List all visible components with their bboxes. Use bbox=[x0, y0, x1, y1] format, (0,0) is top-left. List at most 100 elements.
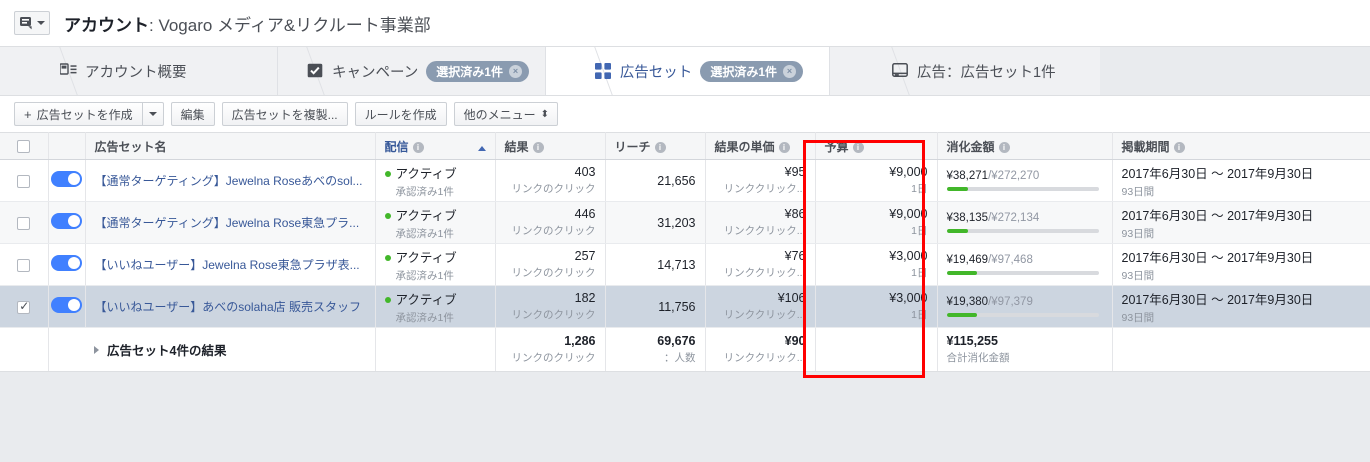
table-row[interactable]: 【いいねユーザー】Jewelna Rose東急プラザ表... アクティブ 承認済… bbox=[0, 243, 1370, 286]
toggle-header bbox=[48, 132, 86, 160]
table-row[interactable]: 【通常ターゲティング】Jewelna Roseあべのsol... アクティブ 承… bbox=[0, 159, 1370, 202]
col-header-results[interactable]: 結果 i bbox=[495, 132, 606, 160]
delivery-sub: 承認済み1件 bbox=[395, 269, 454, 282]
tab-ads[interactable]: 広告：広告セット1件 bbox=[830, 47, 1100, 95]
chevron-down-icon bbox=[36, 21, 45, 25]
adsets-table: 広告セット名 配信 i 結果 i リーチ i 結果の単価 i 予算 i 消化金額 i 掲載期… bbox=[0, 132, 1370, 372]
col-header-reach[interactable]: リーチ i bbox=[605, 132, 706, 160]
col-header-spend[interactable]: 消化金額 i bbox=[937, 132, 1113, 160]
tab-campaigns-selected-pill[interactable]: 選択済み1件 × bbox=[426, 60, 529, 82]
adset-on-off-toggle[interactable] bbox=[51, 297, 82, 313]
schedule-value: 2017年6月30日 〜 2017年9月30日 bbox=[1121, 292, 1314, 307]
more-menu-button[interactable]: 他のメニュー ⬍ bbox=[453, 102, 559, 126]
account-switcher-button[interactable] bbox=[14, 11, 50, 35]
row-checkbox-cell[interactable] bbox=[0, 285, 49, 328]
col-header-budget[interactable]: 予算 i bbox=[815, 132, 938, 160]
summary-results-value: 1,286 bbox=[564, 334, 596, 348]
results-cell: 182 リンクのクリック bbox=[495, 285, 606, 328]
select-all-checkbox[interactable] bbox=[17, 140, 31, 154]
cost-value: ¥76 bbox=[784, 249, 806, 263]
row-toggle-cell[interactable] bbox=[48, 243, 86, 286]
table-row[interactable]: 【いいねユーザー】あべのsolaha店 販売スタッフ アクティブ 承認済み1件 … bbox=[0, 285, 1370, 328]
tab-adsets-selected-pill[interactable]: 選択済み1件 × bbox=[700, 60, 803, 82]
row-checkbox-cell[interactable] bbox=[0, 159, 49, 202]
row-toggle-cell[interactable] bbox=[48, 285, 86, 328]
summary-label-cell[interactable]: 広告セット4件の結果 bbox=[85, 327, 376, 372]
col-header-name[interactable]: 広告セット名 bbox=[85, 132, 376, 160]
results-cell: 446 リンクのクリック bbox=[495, 201, 606, 244]
summary-reach-cell: 69,676 ：人数 bbox=[605, 327, 706, 372]
account-header: アカウント: Vogaro メディア&リクルート事業部 bbox=[0, 0, 1370, 47]
status-dot-icon bbox=[384, 296, 391, 303]
tab-account-overview[interactable]: アカウント概要 bbox=[0, 47, 278, 95]
status-dot-icon bbox=[384, 254, 391, 261]
row-checkbox[interactable] bbox=[17, 258, 31, 272]
results-cell: 257 リンクのクリック bbox=[495, 243, 606, 286]
col-label-schedule: 掲載期間 bbox=[1121, 139, 1170, 154]
table-row[interactable]: 【通常ターゲティング】Jewelna Rose東急プラ... アクティブ 承認済… bbox=[0, 201, 1370, 244]
adset-name-link[interactable]: 【いいねユーザー】あべのsolaha店 販売スタッフ bbox=[94, 300, 361, 314]
schedule-sub: 93日間 bbox=[1121, 227, 1155, 240]
schedule-value: 2017年6月30日 〜 2017年9月30日 bbox=[1121, 166, 1314, 181]
info-icon[interactable]: i bbox=[998, 141, 1010, 153]
info-icon[interactable]: i bbox=[532, 141, 544, 153]
adset-on-off-toggle[interactable] bbox=[51, 171, 82, 187]
expand-arrow-icon[interactable] bbox=[94, 346, 99, 354]
adset-name-cell[interactable]: 【通常ターゲティング】Jewelna Rose東急プラ... bbox=[85, 201, 376, 244]
col-label-name: 広告セット名 bbox=[94, 139, 167, 154]
adset-name-cell[interactable]: 【いいねユーザー】Jewelna Rose東急プラザ表... bbox=[85, 243, 376, 286]
col-label-reach: リーチ bbox=[614, 139, 651, 154]
duplicate-adset-button[interactable]: 広告セットを複製... bbox=[221, 102, 348, 126]
info-icon[interactable]: i bbox=[778, 141, 790, 153]
adset-name-link[interactable]: 【いいねユーザー】Jewelna Rose東急プラザ表... bbox=[94, 258, 360, 272]
col-header-schedule[interactable]: 掲載期間 i bbox=[1112, 132, 1370, 160]
account-overview-icon bbox=[59, 62, 77, 80]
delivery-cell: アクティブ 承認済み1件 bbox=[375, 243, 496, 286]
tab-campaigns[interactable]: キャンペーン 選択済み1件 × bbox=[278, 47, 546, 95]
cost-value: ¥86 bbox=[784, 207, 806, 221]
budget-cell: ¥9,000 1日 bbox=[815, 201, 938, 244]
adset-name-link[interactable]: 【通常ターゲティング】Jewelna Rose東急プラ... bbox=[94, 216, 360, 230]
budget-value: ¥3,000 bbox=[889, 249, 928, 263]
spend-total: /¥272,134 bbox=[988, 212, 1040, 224]
status-dot-icon bbox=[384, 212, 391, 219]
select-all-header[interactable] bbox=[0, 132, 49, 160]
row-checkbox[interactable] bbox=[17, 174, 31, 188]
summary-reach-value: 69,676 bbox=[657, 334, 696, 348]
col-header-delivery[interactable]: 配信 i bbox=[375, 132, 496, 160]
results-sub: リンクのクリック bbox=[511, 183, 596, 195]
adset-name-link[interactable]: 【通常ターゲティング】Jewelna Roseあべのsol... bbox=[94, 174, 363, 188]
row-checkbox[interactable] bbox=[17, 216, 31, 230]
col-header-cost[interactable]: 結果の単価 i bbox=[705, 132, 816, 160]
create-adset-dropdown-button[interactable] bbox=[141, 102, 164, 126]
info-icon[interactable]: i bbox=[654, 141, 666, 153]
info-icon[interactable]: i bbox=[1173, 141, 1185, 153]
close-icon[interactable]: × bbox=[508, 64, 522, 78]
create-rule-button[interactable]: ルールを作成 bbox=[354, 102, 447, 126]
summary-checkbox-cell bbox=[0, 327, 49, 372]
reach-cell: 11,756 bbox=[605, 285, 706, 328]
results-value: 182 bbox=[574, 291, 596, 305]
results-sub: リンクのクリック bbox=[511, 225, 596, 237]
row-toggle-cell[interactable] bbox=[48, 159, 86, 202]
create-rule-label: ルールを作成 bbox=[364, 107, 437, 122]
row-checkbox-cell[interactable] bbox=[0, 201, 49, 244]
tab-adsets[interactable]: 広告セット 選択済み1件 × bbox=[546, 47, 830, 95]
close-icon[interactable]: × bbox=[783, 64, 796, 78]
edit-button[interactable]: 編集 bbox=[170, 102, 215, 126]
adset-name-cell[interactable]: 【いいねユーザー】あべのsolaha店 販売スタッフ bbox=[85, 285, 376, 328]
info-icon[interactable]: i bbox=[412, 141, 424, 153]
col-label-cost: 結果の単価 bbox=[714, 139, 775, 154]
info-icon[interactable]: i bbox=[852, 141, 864, 153]
delivery-sub: 承認済み1件 bbox=[395, 227, 454, 240]
adset-on-off-toggle[interactable] bbox=[51, 213, 82, 229]
adset-panel: + 広告セットを作成 編集 広告セットを複製... ルールを作成 他のメニュー … bbox=[0, 95, 1370, 372]
create-adset-button[interactable]: + 広告セットを作成 bbox=[14, 102, 142, 126]
row-checkbox[interactable] bbox=[17, 299, 31, 314]
row-toggle-cell[interactable] bbox=[48, 201, 86, 244]
adset-name-cell[interactable]: 【通常ターゲティング】Jewelna Roseあべのsol... bbox=[85, 159, 376, 202]
table-body: 【通常ターゲティング】Jewelna Roseあべのsol... アクティブ 承… bbox=[0, 159, 1370, 372]
row-checkbox-cell[interactable] bbox=[0, 243, 49, 286]
adset-on-off-toggle[interactable] bbox=[51, 255, 82, 271]
summary-reach-sub: ：人数 bbox=[664, 352, 696, 364]
